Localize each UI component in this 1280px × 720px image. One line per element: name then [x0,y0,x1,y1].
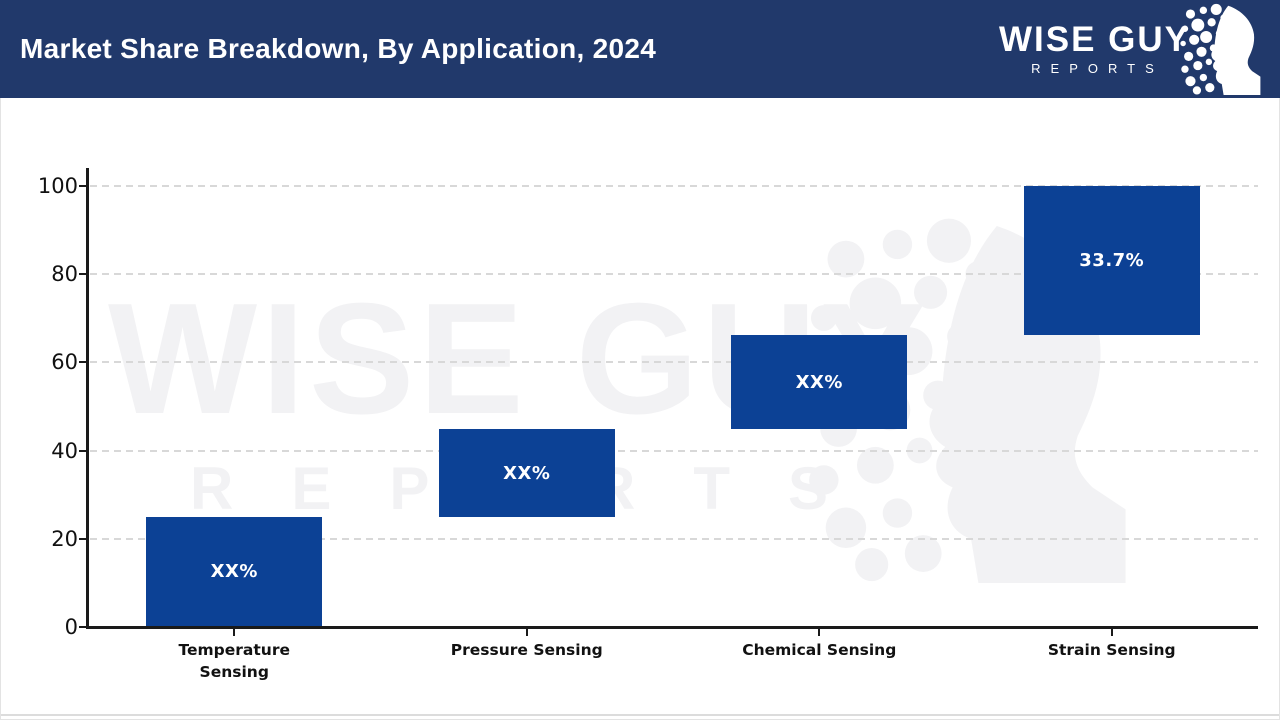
logo-subtitle: REPORTS [1031,61,1164,76]
y-tick-mark-60 [79,361,87,364]
x-axis-label-2: Chemical Sensing [742,641,897,659]
y-axis-tick-100: 100 [37,174,78,198]
x-axis-label-3: Strain Sensing [1047,641,1176,659]
logo-text: WISE GUY REPORTS [999,22,1190,76]
header-band: Market Share Breakdown, By Application, … [0,0,1280,98]
gridline-60 [90,361,1258,364]
x-axis-label-0: Temperature Sensing [178,641,291,681]
bar-value-label: XX% [210,561,258,583]
y-tick-mark-40 [79,449,87,452]
bar-pressure-sensing: XX% [438,429,615,517]
gridline-100 [90,185,1258,187]
y-tick-mark-100 [79,185,87,187]
x-tick-mark-3 [1110,628,1113,636]
dotted-head-icon [1180,3,1261,95]
y-axis-tick-80: 80 [51,262,78,287]
bottom-divider [0,714,1280,716]
y-axis-tick-40: 40 [51,438,78,463]
y-axis-tick-20: 20 [51,526,78,551]
x-axis-label-1: Pressure Sensing [450,641,603,659]
bar-value-label: XX% [503,462,551,484]
x-tick-mark-1 [525,628,528,636]
y-tick-mark-20 [79,537,87,540]
y-axis-line [86,168,89,629]
gridline-40 [90,449,1258,452]
bar-temperature-sensing: XX% [146,516,323,627]
y-axis-tick-0: 0 [64,615,78,639]
gridline-80 [90,273,1258,276]
gridline-20 [90,537,1258,540]
x-tick-mark-2 [818,628,821,636]
y-tick-mark-80 [79,273,87,276]
y-axis-tick-60: 60 [51,350,78,375]
page-title: Market Share Breakdown, By Application, … [20,33,657,64]
wise-guy-logo: WISE GUY REPORTS [999,3,1262,95]
x-tick-mark-0 [233,628,236,636]
logo-wordmark: WISE GUY [998,20,1190,59]
x-axis-line [86,626,1258,629]
y-tick-mark-0 [79,626,87,628]
